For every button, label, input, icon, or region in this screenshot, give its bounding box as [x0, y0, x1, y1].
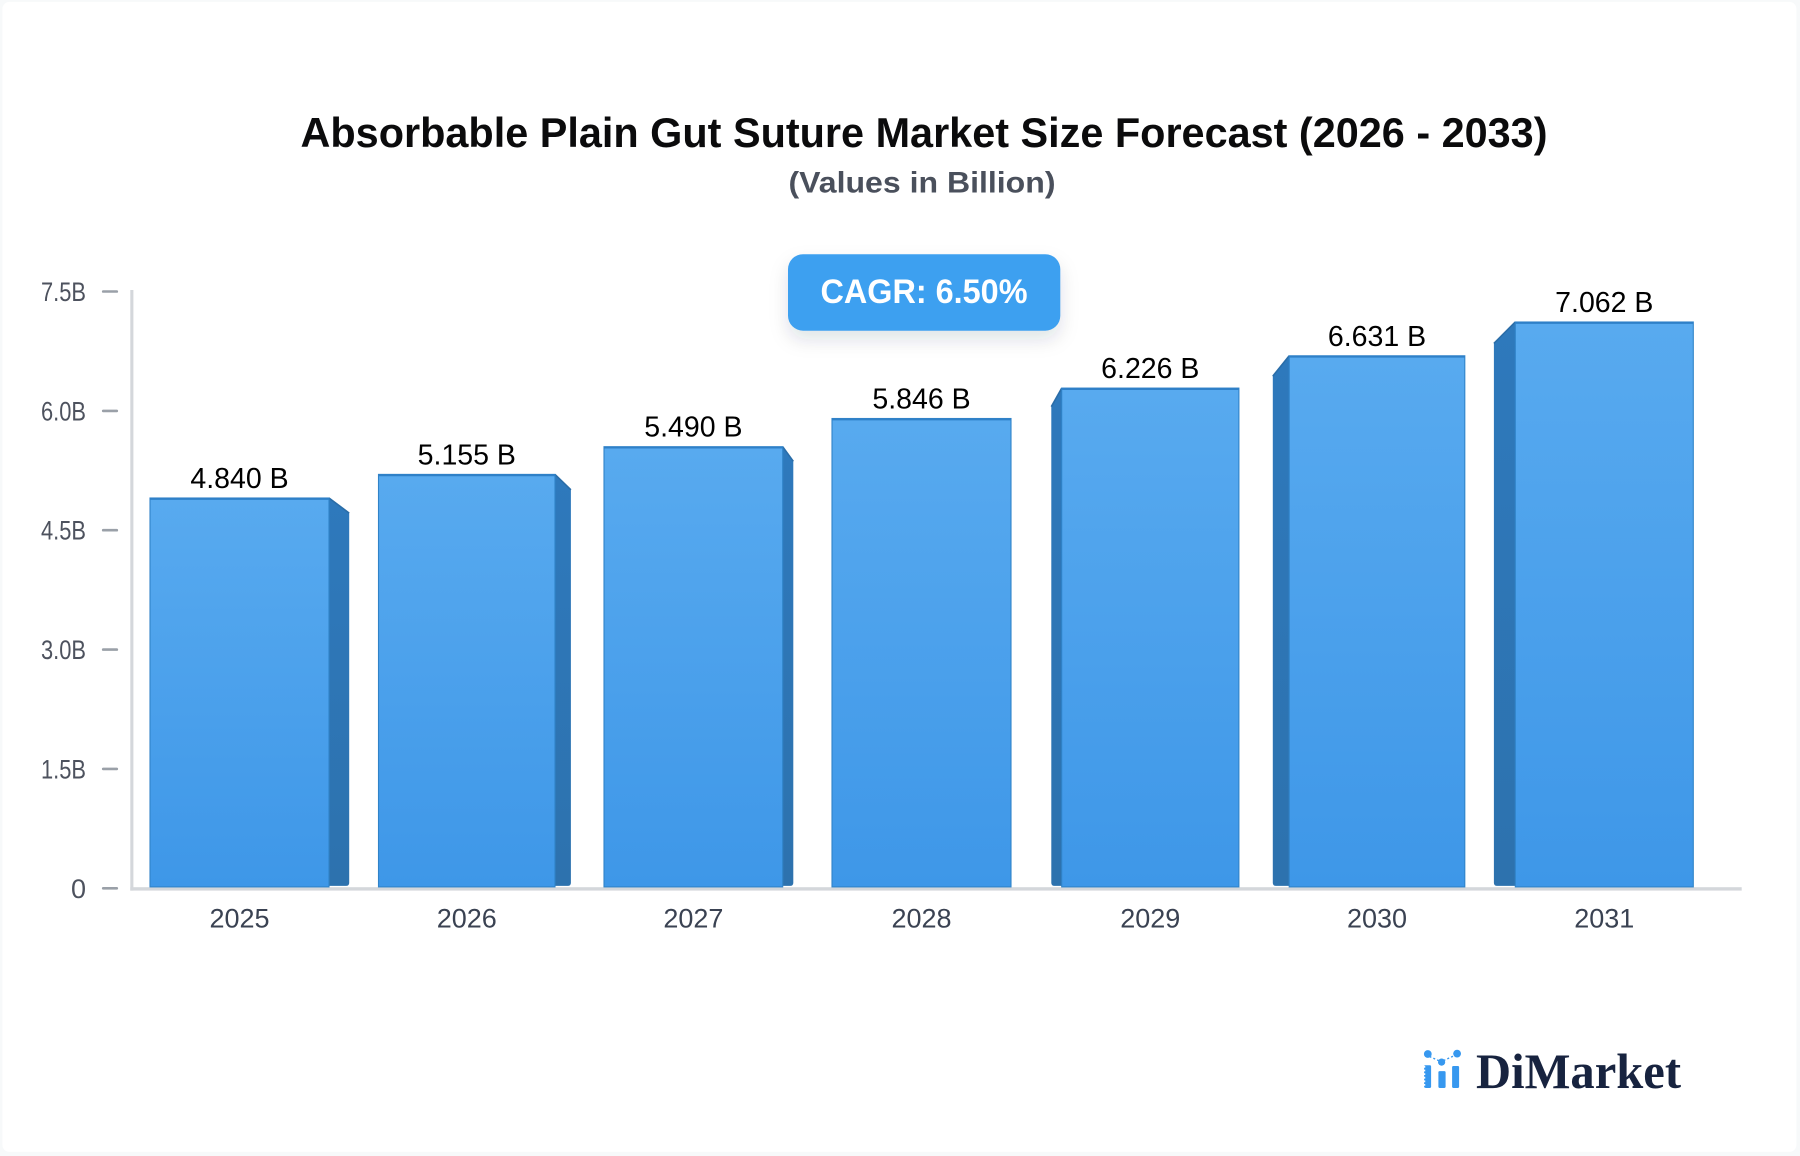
svg-text:5.155 B: 5.155 B: [418, 439, 516, 471]
svg-text:4.5B: 4.5B: [41, 516, 86, 546]
svg-text:5.490 B: 5.490 B: [644, 412, 742, 444]
svg-text:6.631 B: 6.631 B: [1328, 321, 1426, 353]
svg-text:0: 0: [71, 874, 86, 904]
svg-text:2028: 2028: [891, 904, 951, 934]
svg-text:CAGR: 6.50%: CAGR: 6.50%: [821, 273, 1028, 311]
svg-text:DiMarket: DiMarket: [1476, 1043, 1681, 1099]
svg-text:4.840 B: 4.840 B: [190, 463, 288, 495]
svg-text:3.0B: 3.0B: [41, 635, 86, 665]
svg-text:2029: 2029: [1120, 904, 1180, 934]
svg-text:5.846 B: 5.846 B: [872, 384, 970, 416]
svg-text:1.5B: 1.5B: [41, 754, 86, 784]
svg-text:7.5B: 7.5B: [41, 277, 86, 307]
svg-text:(Values in Billion): (Values in Billion): [789, 167, 1056, 200]
svg-text:6.0B: 6.0B: [41, 396, 86, 426]
svg-text:2031: 2031: [1574, 904, 1634, 934]
svg-text:Absorbable Plain Gut Suture Ma: Absorbable Plain Gut Suture Market Size …: [301, 109, 1548, 156]
svg-text:7.062 B: 7.062 B: [1555, 287, 1653, 319]
svg-text:6.226 B: 6.226 B: [1101, 353, 1199, 385]
svg-text:2025: 2025: [209, 904, 269, 934]
svg-text:2030: 2030: [1347, 904, 1407, 934]
svg-text:2027: 2027: [663, 904, 723, 934]
svg-text:2026: 2026: [437, 904, 497, 934]
